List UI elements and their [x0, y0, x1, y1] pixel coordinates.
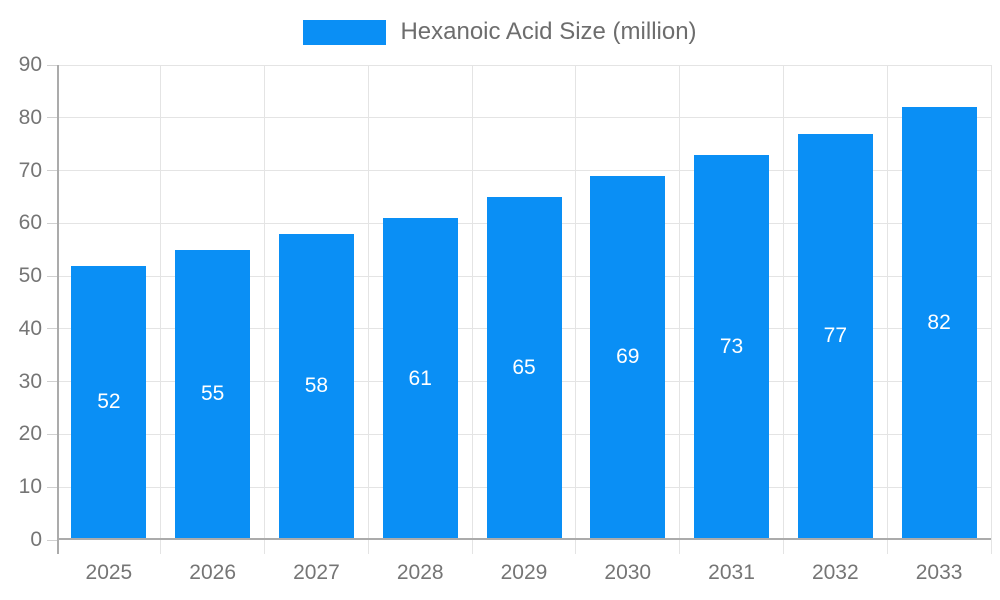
y-axis-tick — [47, 170, 57, 172]
y-axis-line — [57, 65, 59, 554]
bar-2027[interactable]: 58 — [278, 233, 354, 538]
v-gridline — [367, 65, 369, 554]
y-axis-label: 60 — [18, 211, 42, 235]
x-axis-label-2027: 2027 — [293, 561, 340, 584]
y-axis-tick — [47, 381, 57, 383]
h-gridline — [57, 117, 991, 119]
y-axis-label: 80 — [18, 105, 42, 129]
bar-value-label: 69 — [616, 345, 640, 369]
h-gridline — [57, 170, 991, 172]
legend-swatch — [303, 19, 387, 45]
v-gridline — [160, 65, 162, 554]
y-axis-tick — [47, 539, 57, 541]
v-gridline — [990, 65, 992, 554]
x-axis-label-2032: 2032 — [811, 561, 859, 584]
bar-2031[interactable]: 73 — [694, 154, 770, 538]
v-gridline — [264, 65, 266, 554]
y-axis-tick — [47, 486, 57, 488]
bar-2028[interactable]: 61 — [382, 218, 458, 538]
y-axis-label: 70 — [18, 158, 42, 182]
x-axis-label-2029: 2029 — [500, 561, 548, 584]
v-gridline — [782, 65, 784, 554]
x-axis-line — [57, 538, 991, 540]
v-gridline — [679, 65, 681, 554]
v-gridline — [575, 65, 577, 554]
y-axis-tick — [47, 117, 57, 119]
y-axis-label: 40 — [18, 316, 42, 340]
y-axis-tick — [47, 64, 57, 66]
x-axis-label-2026: 2026 — [189, 561, 236, 584]
y-axis-tick — [47, 275, 57, 277]
bar-value-label: 55 — [200, 382, 225, 406]
y-axis-label: 50 — [18, 264, 42, 288]
x-axis-label-2033: 2033 — [915, 561, 963, 584]
y-axis-tick — [47, 328, 57, 330]
v-gridline — [471, 65, 473, 554]
y-axis-label: 30 — [18, 369, 42, 393]
y-axis-tick — [47, 222, 57, 224]
plot-area: 52 55 58 61 65 69 73 77 82 — [47, 64, 992, 554]
bar-2030[interactable]: 69 — [590, 175, 666, 538]
bar-value-label: 65 — [512, 355, 536, 379]
bar-value-label: 77 — [823, 324, 847, 348]
bar-value-label: 61 — [408, 366, 432, 390]
bar-2033[interactable]: 82 — [901, 107, 977, 538]
bar-2029[interactable]: 65 — [486, 196, 562, 538]
x-axis-label-2025: 2025 — [85, 561, 133, 584]
bar-2026[interactable]: 55 — [175, 249, 251, 538]
bar-value-label: 52 — [97, 390, 121, 414]
legend[interactable]: Hexanoic Acid Size (million) — [0, 18, 1000, 46]
bar-value-label: 73 — [719, 334, 744, 358]
y-axis-tick — [47, 433, 57, 435]
v-gridline — [886, 65, 888, 554]
bar-2025[interactable]: 52 — [71, 265, 147, 538]
x-axis-label-2030: 2030 — [604, 561, 652, 584]
y-axis-label: 0 — [30, 528, 42, 551]
y-axis-label: 20 — [18, 422, 42, 446]
bar-value-label: 82 — [927, 311, 951, 335]
bar-2032[interactable]: 77 — [797, 133, 873, 538]
x-axis-label-2031: 2031 — [708, 561, 755, 584]
y-axis-label: 90 — [18, 53, 42, 76]
y-axis-label: 10 — [18, 475, 42, 499]
x-axis-label-2028: 2028 — [396, 561, 444, 584]
bar-value-label: 58 — [304, 374, 329, 398]
legend-label: Hexanoic Acid Size (million) — [400, 18, 697, 45]
h-gridline — [57, 64, 991, 66]
